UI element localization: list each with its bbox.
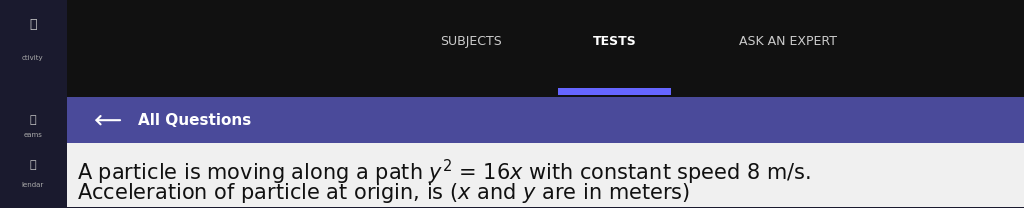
Text: SUBJECTS: SUBJECTS: [440, 35, 502, 48]
FancyBboxPatch shape: [0, 0, 67, 207]
Text: Acceleration of particle at origin, is ($x$ and $y$ are in meters): Acceleration of particle at origin, is (…: [77, 181, 690, 205]
FancyBboxPatch shape: [67, 143, 1024, 207]
Text: 👥: 👥: [30, 115, 36, 125]
Text: lendar: lendar: [22, 182, 44, 188]
Text: 🔔: 🔔: [29, 18, 37, 31]
Text: TESTS: TESTS: [593, 35, 636, 48]
Text: ASK AN EXPERT: ASK AN EXPERT: [739, 35, 838, 48]
Text: eams: eams: [24, 132, 42, 138]
FancyBboxPatch shape: [67, 97, 1024, 143]
Text: All Questions: All Questions: [138, 113, 252, 128]
Text: 📅: 📅: [30, 160, 36, 170]
Text: ctivity: ctivity: [22, 55, 44, 61]
FancyBboxPatch shape: [67, 0, 1024, 97]
Text: A particle is moving along a path $y^2$ = 16$x$ with constant speed 8 m/s.: A particle is moving along a path $y^2$ …: [77, 157, 811, 187]
FancyBboxPatch shape: [558, 88, 671, 95]
